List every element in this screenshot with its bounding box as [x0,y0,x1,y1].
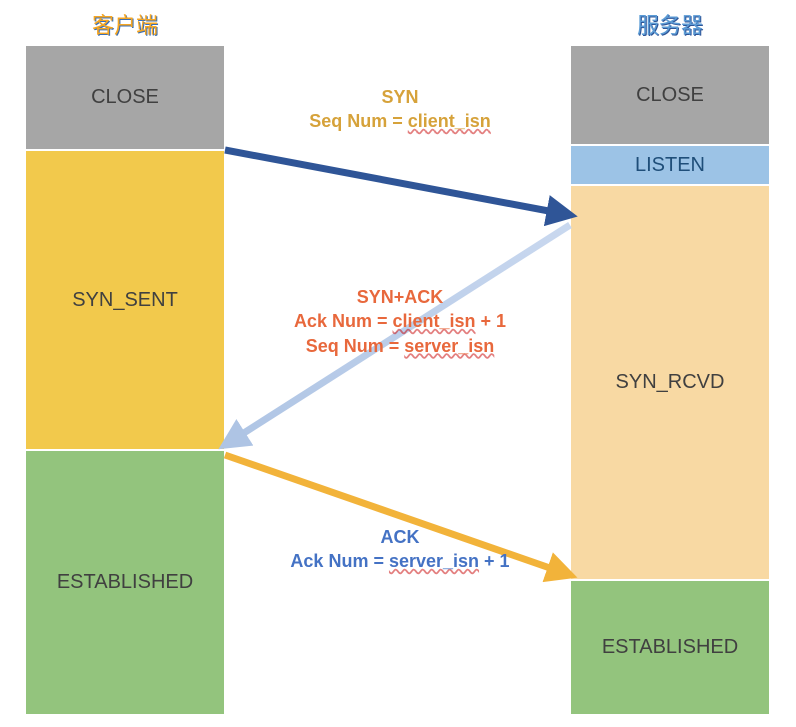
msg-syn-l2-pre: Seq Num = [309,111,408,131]
server-state-established: ESTABLISHED [570,580,770,715]
msg-ack: ACK Ack Num = server_isn + 1 [255,525,545,574]
server-header: 服务器 [570,8,770,40]
msg-synack-l2-post: + 1 [476,311,507,331]
msg-syn-line1: SYN [265,85,535,109]
msg-syn-line2: Seq Num = client_isn [265,109,535,133]
msg-ack-line1: ACK [255,525,545,549]
msg-synack-line1: SYN+ACK [255,285,545,309]
msg-syn-l2-u: client_isn [408,111,491,131]
msg-synack: SYN+ACK Ack Num = client_isn + 1 Seq Num… [255,285,545,358]
msg-ack-l2-u: server_isn [389,551,479,571]
client-header: 客户端 [25,8,225,40]
msg-synack-l2-pre: Ack Num = [294,311,393,331]
server-state-synrcvd: SYN_RCVD [570,185,770,580]
msg-ack-line2: Ack Num = server_isn + 1 [255,549,545,573]
msg-synack-l3-pre: Seq Num = [306,336,405,356]
msg-synack-l3-u: server_isn [404,336,494,356]
msg-syn: SYN Seq Num = client_isn [265,85,535,134]
msg-ack-l2-post: + 1 [479,551,510,571]
client-state-established: ESTABLISHED [25,450,225,715]
syn-arrow [225,150,570,215]
server-state-listen: LISTEN [570,145,770,185]
msg-synack-l2-u: client_isn [392,311,475,331]
client-state-synsent: SYN_SENT [25,150,225,450]
msg-ack-l2-pre: Ack Num = [290,551,389,571]
msg-synack-line3: Seq Num = server_isn [255,334,545,358]
client-state-close: CLOSE [25,45,225,150]
msg-synack-line2: Ack Num = client_isn + 1 [255,309,545,333]
server-state-close: CLOSE [570,45,770,145]
